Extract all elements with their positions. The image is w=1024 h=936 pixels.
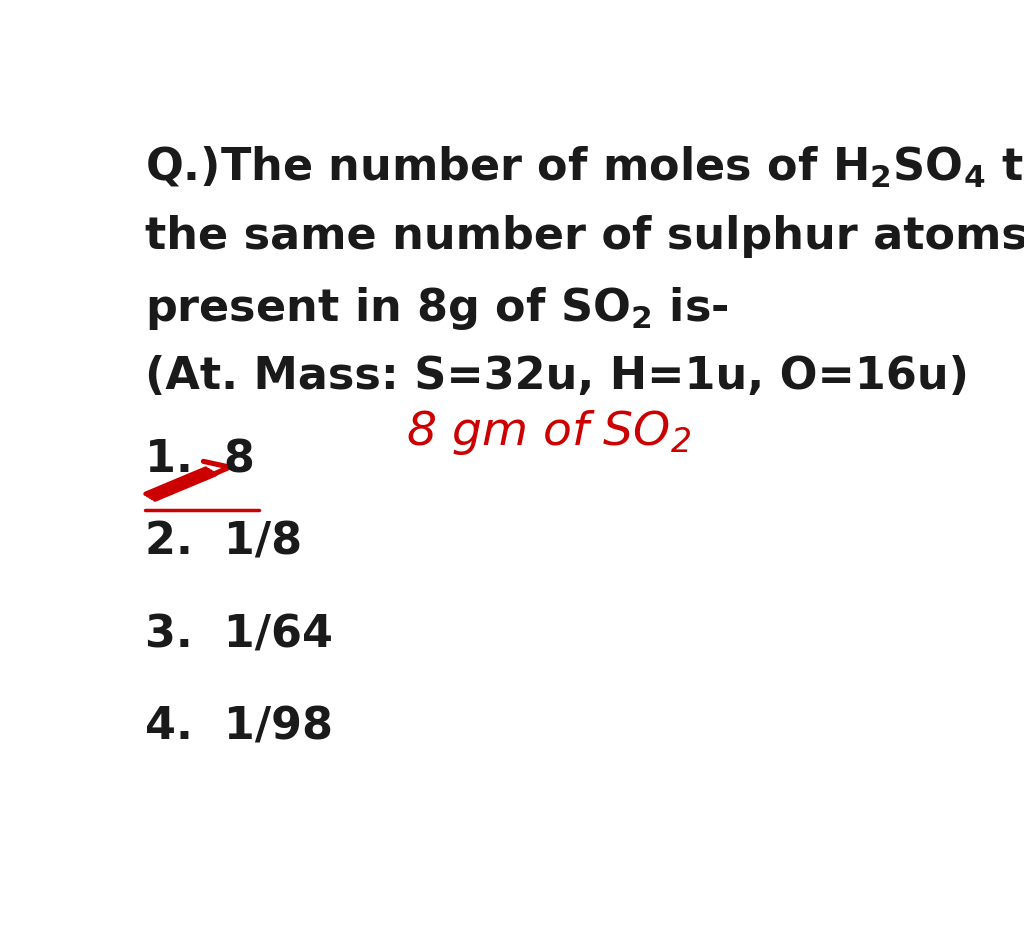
- Text: 2.  1/8: 2. 1/8: [145, 519, 302, 563]
- Text: 1.  8: 1. 8: [145, 438, 255, 481]
- Text: 3.  1/64: 3. 1/64: [145, 613, 334, 656]
- Text: 8 gm of $\mathregular{SO_2}$: 8 gm of $\mathregular{SO_2}$: [406, 408, 691, 457]
- Text: the same number of sulphur atoms as are: the same number of sulphur atoms as are: [145, 214, 1024, 257]
- Text: (At. Mass: S=32u, H=1u, O=16u): (At. Mass: S=32u, H=1u, O=16u): [145, 355, 970, 398]
- Text: 4.  1/98: 4. 1/98: [145, 705, 334, 748]
- Text: Q.)The number of moles of $\mathregular{H_2SO_4}$ that has: Q.)The number of moles of $\mathregular{…: [145, 145, 1024, 190]
- Text: present in 8g of $\mathregular{SO_2}$ is-: present in 8g of $\mathregular{SO_2}$ is…: [145, 285, 729, 331]
